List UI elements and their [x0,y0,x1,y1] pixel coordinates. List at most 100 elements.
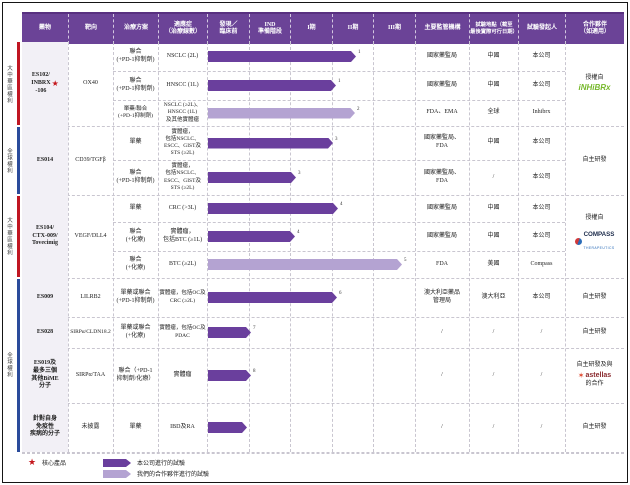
astellas-logo-text: astellas [585,371,612,379]
phase-bar-row: 5 [208,251,407,278]
drug-cell-autoimmune: 針對自身 免疫性 疾病的分子 [22,403,68,452]
drug-cell-es014: ES014 [22,126,68,195]
rights-rail-greater-china-2 [17,196,20,277]
header-location: 試驗地點（截至 最後實際可行日期） [469,14,518,44]
header-stage-phase2: II期 [332,14,373,44]
indication-cell: HNSCC (1L) [166,81,199,88]
table-bottom-divider [22,452,624,453]
plan-cell: 單藥 [129,139,142,146]
drug-cell-es019-bime: ES019及 最多三個 其他BiME 分子 [22,348,68,403]
group-divider [22,403,624,404]
legend-self-trial-label: 本公司進行的試驗 [137,461,186,467]
location-cell: 中國 [487,81,500,88]
location-cell: 澳大利亞 [481,293,506,300]
group-divider [22,126,624,127]
phase-bar-row: 6 [208,278,342,317]
partner-cell-inhouse-1: 自主研發 [582,156,607,163]
partner-cell-compass: 授權自 COMPASS THERAPEUTICS [565,195,624,278]
rights-label-3: 大中華區權利 [6,216,12,256]
regulator-cell: 國家藥監局、 FDA [423,169,460,184]
grid-line [290,42,292,452]
phase-progress-bar [208,231,295,242]
phase-progress-bar [208,259,402,270]
legend-core-label: 核心產品 [42,461,67,467]
regulator-cell: / [441,371,443,378]
indication-cell: 實體瘤 [173,371,192,378]
location-cell: 中國 [487,204,500,211]
pipeline-table-body: ES102/ INBRX -106 ★ OX40 授權自 iNHiBRx ES0… [22,42,624,453]
phase-bar-row: 1 [208,71,341,100]
drug-cell-es009: ES009 [22,278,68,317]
phase-bar-row: 8 [208,348,256,403]
sponsor-cell: Inhibrx [532,109,551,116]
indication-cell: NSCLC (≥2L)、 HNSCC (1L) 及其他實體瘤 [163,102,202,123]
regulator-cell: FDA、EMA [426,109,458,116]
location-cell: 美國 [487,260,500,267]
phase-progress-bar [208,51,356,62]
collab-suffix-label: 的合作 [585,381,604,388]
sponsor-cell: 本公司 [532,232,551,239]
drug-cell-es102: ES102/ INBRX -106 ★ [22,42,68,126]
row-divider [113,160,565,161]
phase-progress-bar [208,370,251,381]
regulator-cell: 國家藥監局 [426,204,457,211]
phase-bar-row: 7 [208,317,256,348]
indication-cell: BTC (≥2L) [168,260,197,267]
grid-line [331,42,333,452]
sponsor-cell: / [540,328,543,335]
legend-core-star-icon: ★ [28,458,37,468]
location-cell: / [492,328,495,335]
core-product-star-icon: ★ [51,79,59,88]
footnote-number: 7 [253,326,256,331]
plan-cell: 單藥 [129,204,142,211]
grid-line [469,42,470,452]
phase-progress-bar [208,138,333,149]
drug-cell-es104: ES104/ CTX-009/ Tovecimig [22,195,68,278]
indication-cell: 實體瘤， 包括BTC (≥1L) [162,228,203,243]
rights-label-1: 大中華區權利 [6,64,12,104]
legend-partner-trial-arrow [103,470,131,478]
phase-progress-bar [208,108,355,119]
target-cell-vegf-dll4: VEGF/DLL4 [74,232,107,239]
compass-logo-icon [574,237,582,245]
header-indication: 適應症 （治療線數） [158,14,207,44]
header-stage-ind: IND 準備階段 [249,14,290,44]
location-cell: / [492,371,495,378]
indication-cell: 實體瘤， 包括NSCLC、 ESCC、GIST及 STS (≥2L) [164,128,201,157]
partner-cell-astellas: 自主研發及與 ✶ astellas 的合作 [565,348,624,403]
phase-progress-bar [208,172,296,183]
location-cell: / [492,173,495,180]
compass-logo-subtext: THERAPEUTICS [583,245,615,250]
plan-cell: 單藥或聯合 (+化療) [120,324,151,339]
legend-partner-trial-label: 我們的合作夥伴進行的試驗 [137,472,210,478]
regulator-cell: / [441,328,443,335]
compass-logo: COMPASS THERAPEUTICS [574,225,615,258]
grid-line [113,42,114,452]
group-divider [22,317,624,318]
header-stage-phase3: III期 [373,14,415,44]
rights-rail-global-2 [17,279,20,452]
phase-bar-row: 3 [208,160,301,195]
header-sponsor: 試驗發起人 [518,14,565,44]
indication-cell: NSCLC (2L) [166,52,199,59]
target-cell-undisclosed: 未披露 [81,423,100,430]
target-cell-sirpa-cldn: SIRPα/CLDN18.2 [70,328,111,335]
partner-cell-inhouse-4: 自主研發 [582,423,607,430]
phase-progress-bar [208,292,337,303]
rights-rail-global-1 [17,127,20,194]
grid-line [415,42,416,452]
group-divider [22,278,624,279]
sponsor-cell: / [540,423,543,430]
astellas-logo-icon: ✶ [577,370,585,380]
header-partner: 合作夥伴 （如適用） [565,14,624,44]
astellas-logo: ✶ astellas [578,371,611,380]
sponsor-cell: 本公司 [532,81,551,88]
target-cell-sirpa-taa: SIRPα/TAA [75,371,106,378]
phase-progress-bar [208,203,338,214]
header-drug: 藥物 [38,25,51,32]
regulator-cell: 澳大利亞藥品 管理局 [423,289,460,304]
indication-cell: CRC (>3L) [168,204,197,211]
grid-line [158,42,159,452]
